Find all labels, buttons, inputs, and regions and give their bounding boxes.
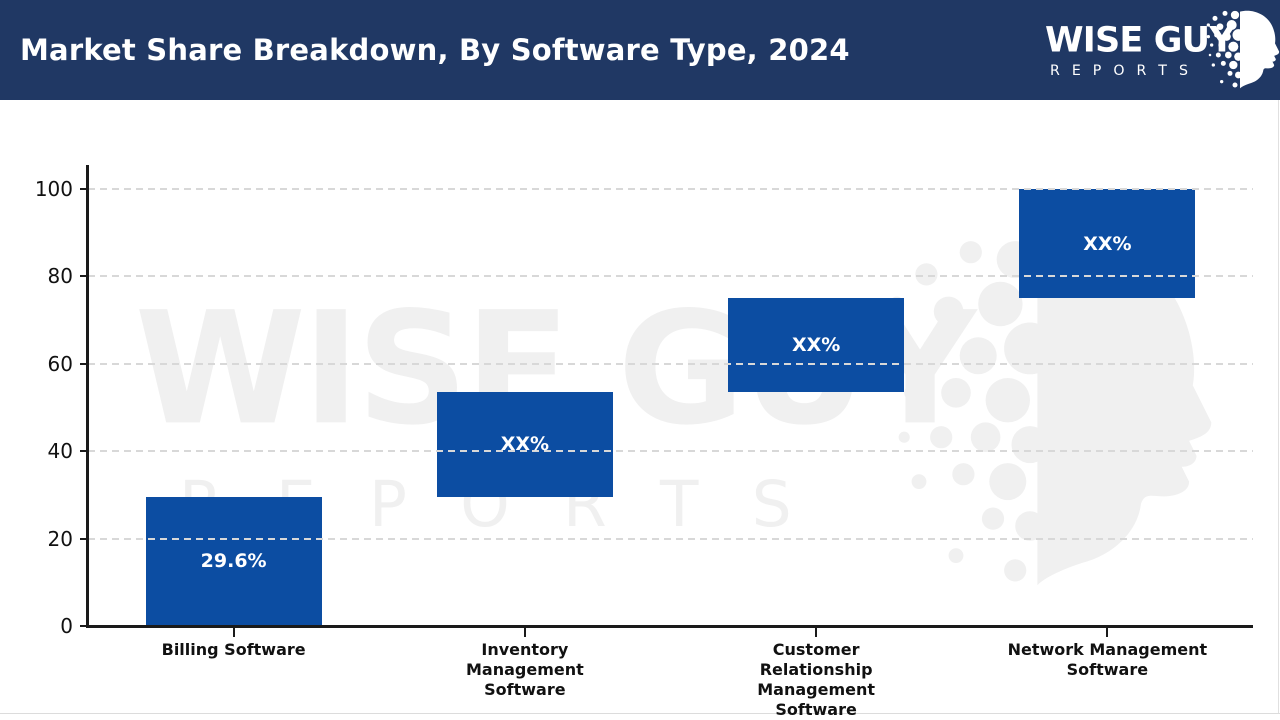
x-category-label: Customer Relationship Management Softwar… <box>757 640 876 719</box>
gridline <box>88 275 1253 278</box>
x-category-label: Inventory Management Software <box>465 640 584 699</box>
bar-value-label: 29.6% <box>200 550 267 573</box>
header: Market Share Breakdown, By Software Type… <box>0 0 1280 100</box>
bar <box>145 496 322 626</box>
chart-area: WISE GUY R E P O R T S 0 20 40 60 80 100 29.6%… <box>0 100 1280 720</box>
bar <box>728 298 905 393</box>
wiseguy-logo: WISE GUY R E P O R T S <box>1045 10 1280 89</box>
x-category-label: Network Management Software <box>1007 640 1208 679</box>
x-tick <box>232 628 235 637</box>
y-tick-label: 40 <box>47 439 73 464</box>
y-axis-line <box>86 165 89 628</box>
logo-face-icon <box>1206 10 1280 89</box>
y-tick-label: 20 <box>47 526 73 551</box>
page-title: Market Share Breakdown, By Software Type… <box>20 33 850 67</box>
x-axis-line <box>86 625 1253 628</box>
gridline <box>88 450 1253 453</box>
gridline <box>88 362 1253 365</box>
y-tick-label: 60 <box>47 351 73 376</box>
bar-value-label: XX% <box>791 334 841 357</box>
y-tick <box>80 625 88 627</box>
bottom-divider <box>0 713 1280 714</box>
y-tick <box>80 188 88 190</box>
y-tick <box>80 362 88 365</box>
gridline <box>88 188 1253 190</box>
x-tick <box>1106 628 1109 637</box>
x-tick <box>523 628 526 637</box>
logo-brand-text: WISE GUY <box>1045 21 1235 61</box>
gridline <box>88 537 1253 540</box>
bar-value-label: XX% <box>500 433 550 456</box>
y-tick-label: 100 <box>34 177 73 201</box>
y-tick-label: 0 <box>60 614 73 638</box>
right-divider <box>1278 100 1279 713</box>
bar-value-label: XX% <box>1083 232 1132 255</box>
y-tick <box>80 537 88 540</box>
y-tick <box>80 450 88 453</box>
x-tick <box>815 628 818 637</box>
logo-sub-text: R E P O R T S <box>1050 63 1192 79</box>
bar <box>1019 189 1196 299</box>
y-tick-label: 80 <box>47 264 73 289</box>
logo-wordmark: WISE GUY R E P O R T S <box>1045 21 1236 79</box>
x-category-label: Billing Software <box>161 640 306 659</box>
bar <box>436 392 613 497</box>
y-tick <box>80 275 88 278</box>
